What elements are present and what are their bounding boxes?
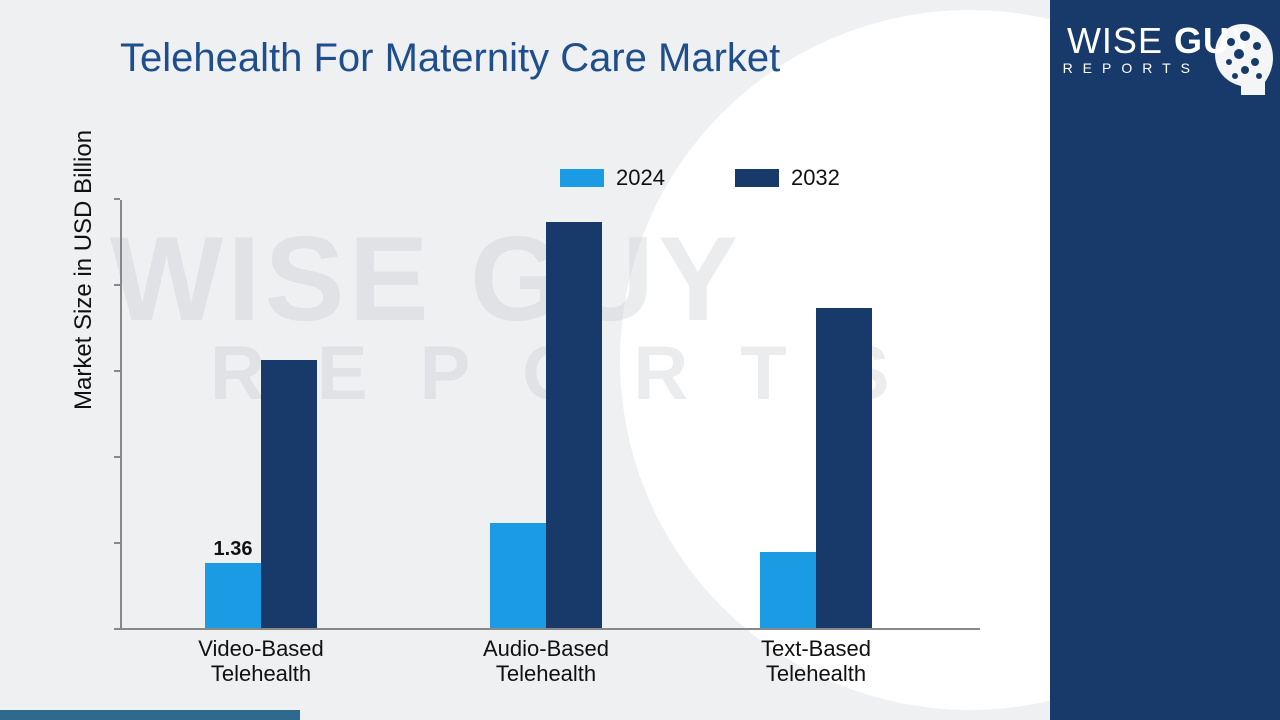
y-tick <box>114 542 120 544</box>
bar <box>816 308 872 628</box>
x-axis <box>120 628 980 630</box>
y-tick <box>114 628 120 630</box>
category-label: Audio-Based Telehealth <box>446 636 646 687</box>
bar <box>546 222 602 628</box>
legend-item-2032: 2032 <box>735 165 840 191</box>
bar-value-label: 1.36 <box>205 538 261 563</box>
bar <box>760 552 816 628</box>
y-axis-label: Market Size in USD Billion <box>70 130 98 410</box>
chart-title: Telehealth For Maternity Care Market <box>120 35 880 81</box>
chart-canvas: WISE GUY REPORTS Telehealth For Maternit… <box>0 0 1280 720</box>
category-label: Text-Based Telehealth <box>716 636 916 687</box>
y-axis <box>120 200 122 630</box>
legend-swatch-2032 <box>735 169 779 187</box>
y-tick <box>114 456 120 458</box>
y-tick <box>114 370 120 372</box>
y-tick <box>114 284 120 286</box>
legend: 2024 2032 <box>560 165 840 191</box>
legend-label-2024: 2024 <box>616 165 665 191</box>
bar <box>261 360 317 628</box>
brand-head-icon <box>1211 22 1275 97</box>
bottom-accent-bar <box>0 710 300 720</box>
brand-word-1: WISE <box>1067 20 1163 61</box>
legend-item-2024: 2024 <box>560 165 665 191</box>
category-label: Video-Based Telehealth <box>161 636 361 687</box>
brand-sub: REPORTS <box>995 60 1200 76</box>
chart-plot-area: 1.36Video-Based TelehealthAudio-Based Te… <box>120 200 980 630</box>
y-tick <box>114 198 120 200</box>
right-brand-panel <box>1050 0 1280 720</box>
legend-label-2032: 2032 <box>791 165 840 191</box>
bar <box>490 523 546 628</box>
bar: 1.36 <box>205 563 261 628</box>
legend-swatch-2024 <box>560 169 604 187</box>
